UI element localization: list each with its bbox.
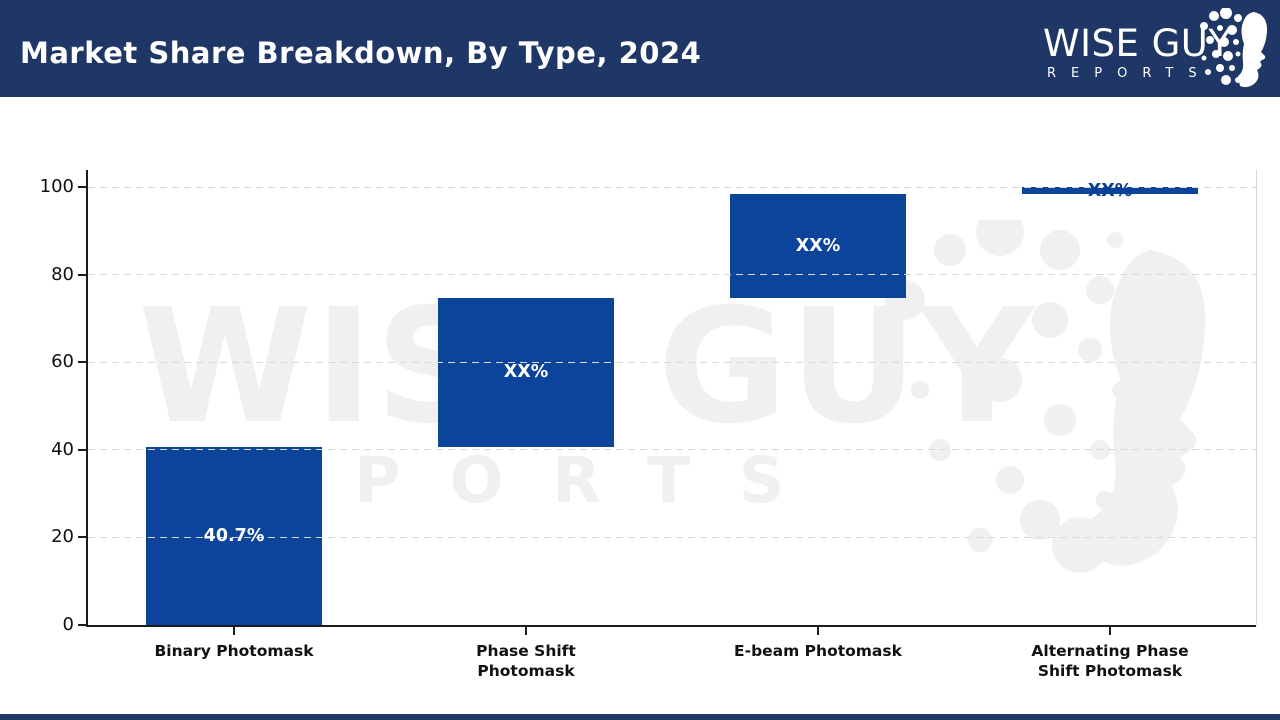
x-tick-label: Alternating Phase Shift Photomask <box>1031 642 1189 680</box>
y-tick-label: 40 <box>51 438 74 460</box>
y-gridline <box>88 186 1256 188</box>
x-tick-label: Binary Photomask <box>154 642 314 660</box>
bar-binary-photomask <box>146 446 322 625</box>
footer-accent-bar <box>0 714 1280 720</box>
x-tick-label: E-beam Photomask <box>734 642 902 660</box>
y-axis-tick <box>78 361 86 364</box>
bar-phase-shift-photomask <box>438 298 614 447</box>
y-tick-label: 100 <box>39 176 74 197</box>
y-gridline <box>88 449 1256 451</box>
y-axis-tick <box>78 273 86 276</box>
y-axis-tick <box>78 536 86 539</box>
x-axis-line <box>86 625 1256 627</box>
y-axis-tick <box>78 448 86 451</box>
bar-value-label: XX% <box>795 236 841 257</box>
y-axis-line <box>86 170 88 627</box>
y-axis-tick <box>78 186 86 188</box>
header: Market Share Breakdown, By Type, 2024 WI… <box>0 0 1280 97</box>
y-tick-label: 60 <box>51 351 74 373</box>
logo-face-icon <box>1200 8 1268 88</box>
bar-value-label: XX% <box>1087 180 1133 201</box>
y-gridline <box>88 361 1256 363</box>
x-tick-label: Phase Shift Photomask <box>476 642 576 680</box>
page-title: Market Share Breakdown, By Type, 2024 <box>20 36 702 70</box>
bar-value-label: 40.7% <box>203 525 265 546</box>
x-axis-tick <box>233 627 235 635</box>
logo-wordmark: WISE GUY <box>1043 22 1232 65</box>
y-tick-label: 0 <box>62 614 74 635</box>
y-gridline <box>88 274 1256 276</box>
right-spine <box>1256 170 1257 625</box>
x-axis-tick <box>817 627 819 635</box>
y-axis-tick <box>78 624 86 626</box>
y-gridline <box>88 536 1256 538</box>
bar-e-beam-photomask <box>730 194 906 299</box>
x-axis-tick <box>1109 627 1111 635</box>
logo-subtext: REPORTS <box>1047 66 1212 81</box>
wiseguy-logo: WISE GUY REPORTS <box>1040 0 1275 97</box>
bar-value-label: XX% <box>503 362 549 383</box>
y-tick-label: 20 <box>51 526 74 548</box>
x-axis-tick <box>525 627 527 635</box>
bar-alternating-phase-shift-photomask <box>1022 187 1198 194</box>
y-tick-label: 80 <box>51 263 74 285</box>
